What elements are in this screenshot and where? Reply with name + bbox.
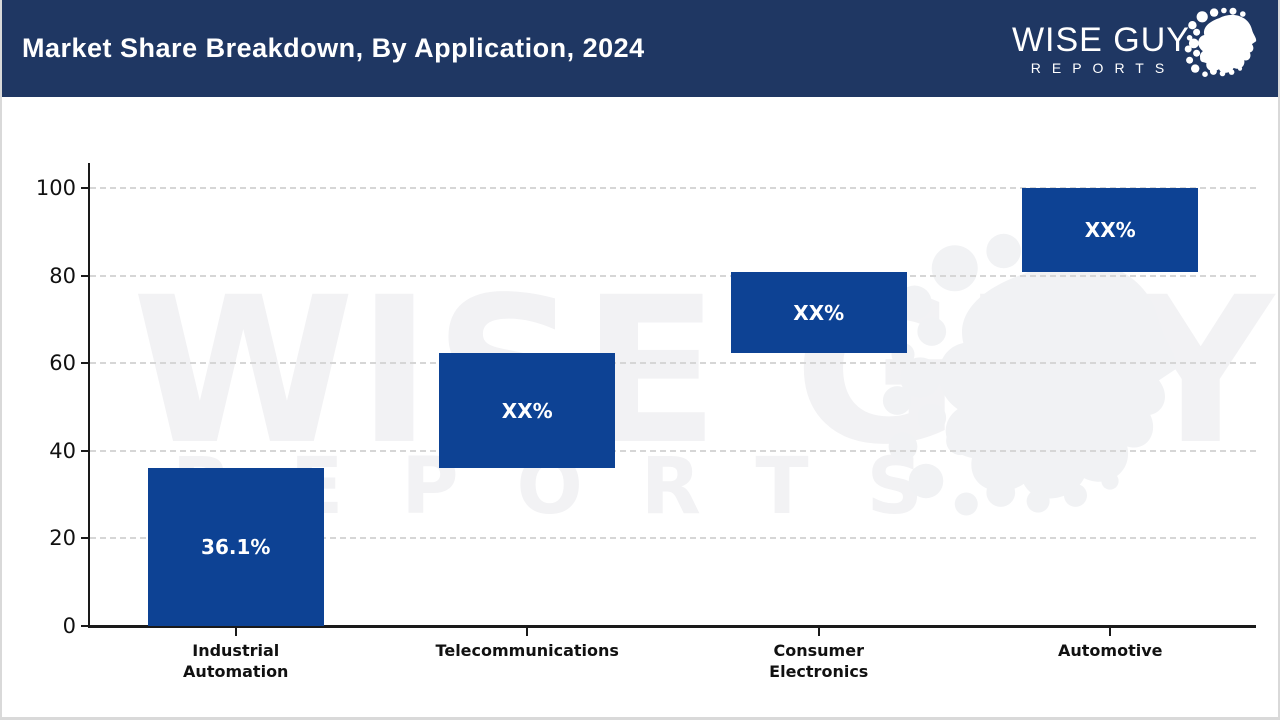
- y-tick-label: 40: [49, 438, 76, 463]
- y-tick-label: 20: [49, 526, 76, 551]
- bar-value-label: XX%: [501, 398, 553, 423]
- x-tick-mark: [234, 628, 237, 636]
- chart-title: Market Share Breakdown, By Application, …: [22, 33, 645, 63]
- y-tick-label: 0: [62, 614, 76, 638]
- logo-text: WISE GUY REPORTS: [1012, 23, 1190, 76]
- x-axis: [88, 625, 1256, 628]
- bar-segment: 36.1%: [147, 467, 324, 626]
- wise-guy-face-icon: [1184, 7, 1257, 78]
- y-tick-label: 100: [35, 176, 76, 200]
- logo-subtitle: REPORTS: [1030, 59, 1176, 76]
- x-category-label: Industrial Automation: [183, 641, 289, 682]
- bar-value-label: XX%: [1084, 218, 1136, 243]
- y-tick-mark: [81, 625, 90, 627]
- x-category-label: Consumer Electronics: [769, 641, 869, 682]
- y-tick-mark: [81, 362, 90, 365]
- x-category-label: Automotive: [1058, 641, 1163, 660]
- wise-guy-logo: WISE GUY REPORTS: [1012, 7, 1268, 90]
- gridline: [90, 537, 1256, 540]
- y-tick-label: 60: [49, 351, 76, 376]
- y-tick-mark: [81, 449, 90, 452]
- x-tick-mark: [817, 628, 820, 636]
- bar-segment: XX%: [1022, 188, 1199, 273]
- bar-segment: XX%: [439, 353, 616, 468]
- gridline: [90, 449, 1256, 452]
- bar-segment: XX%: [730, 272, 907, 354]
- x-category-label: Telecommunications: [435, 641, 619, 660]
- bar-value-label: 36.1%: [201, 534, 271, 559]
- x-tick-mark: [1109, 628, 1112, 636]
- gridline: [90, 362, 1256, 365]
- watermark-face-icon: [882, 230, 1177, 516]
- logo-wordmark: WISE GUY: [1011, 20, 1190, 59]
- y-tick-label: 80: [49, 263, 76, 288]
- bar-value-label: XX%: [793, 300, 845, 325]
- y-tick-mark: [81, 537, 90, 540]
- header-bar: Market Share Breakdown, By Application, …: [2, 0, 1278, 97]
- gridline: [90, 187, 1256, 189]
- y-tick-mark: [81, 274, 90, 277]
- x-tick-mark: [526, 628, 529, 636]
- y-tick-mark: [81, 187, 90, 189]
- y-axis: [88, 163, 90, 626]
- gridline: [90, 274, 1256, 277]
